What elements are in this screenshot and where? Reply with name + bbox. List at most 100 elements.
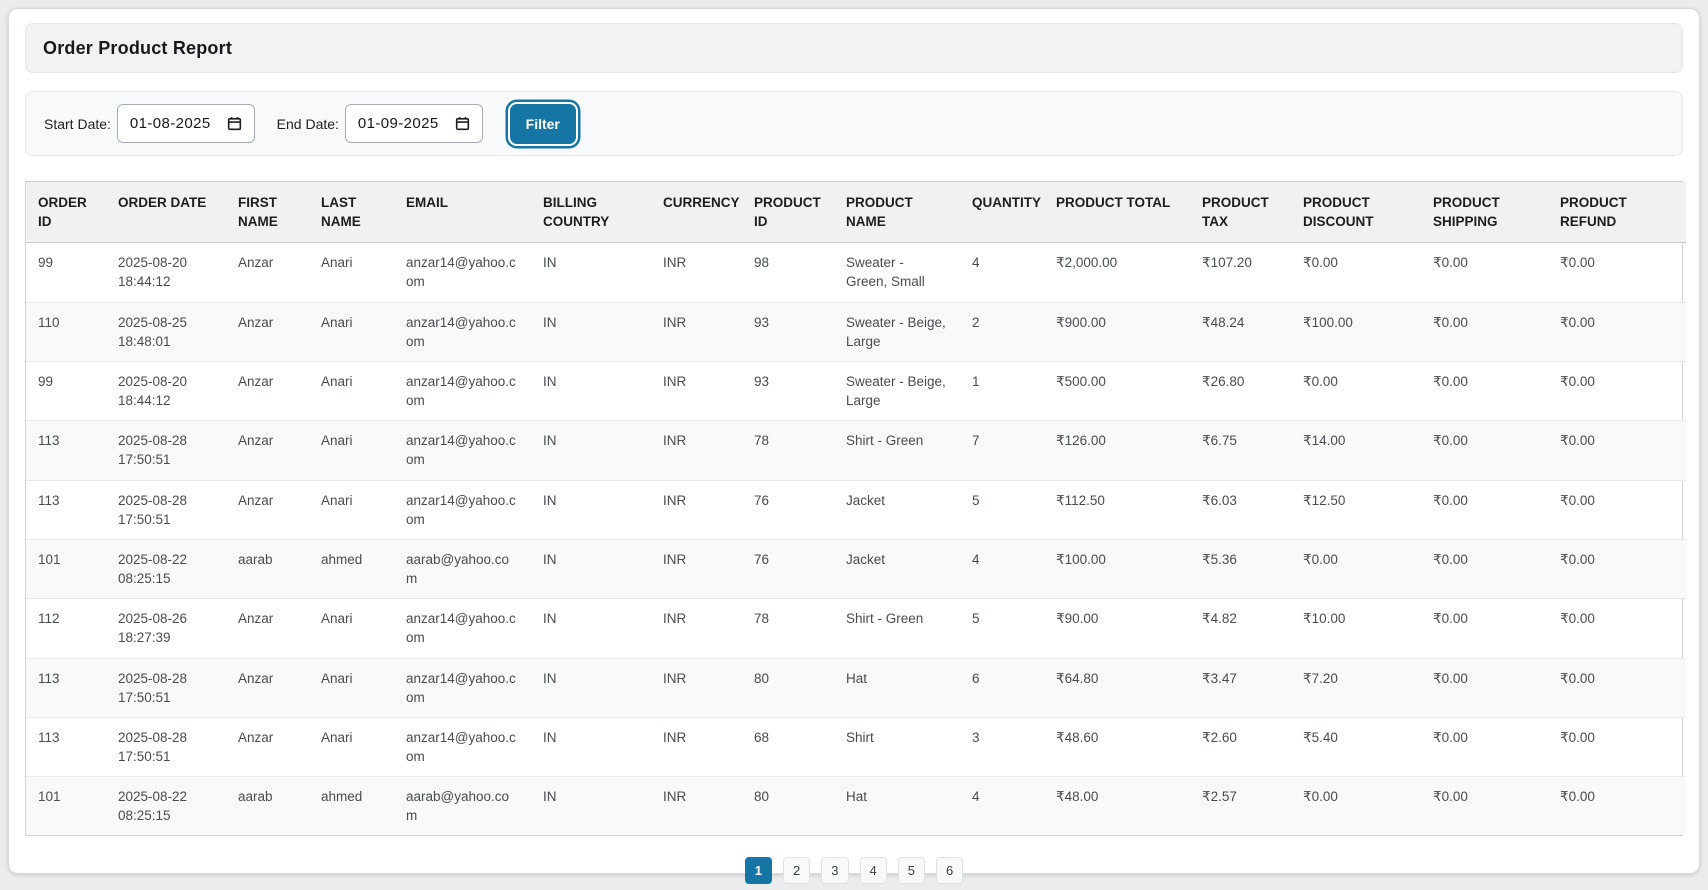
cell-product-total: ₹48.00 — [1056, 789, 1099, 805]
cell-product-total: ₹112.50 — [1044, 480, 1190, 540]
cell-order-date: 2025-08-20 18:44:12 — [106, 361, 226, 422]
table-row: 113 2025-08-28 17:50:51 Anzar Anari anzar14@… — [26, 480, 1686, 540]
cell-quantity: 4 — [960, 242, 1044, 303]
cell-product-total: ₹90.00 — [1044, 598, 1190, 659]
filter-button[interactable]: Filter — [509, 103, 576, 144]
cell-product-refund: ₹0.00 — [1548, 420, 1686, 481]
cell-billing-country: IN — [531, 242, 651, 303]
cell-last-name: ahmed — [309, 539, 394, 600]
column-header-email: EMAIL — [394, 182, 531, 244]
cell-product-discount: ₹14.00 — [1291, 420, 1421, 481]
cell-product-shipping: ₹0.00 — [1433, 789, 1468, 805]
cell-email: anzar14@yahoo.com — [394, 361, 531, 422]
cell-product-total: ₹48.60 — [1044, 717, 1190, 778]
end-date-label: End Date: — [276, 115, 339, 132]
table-row: 99 2025-08-20 18:44:12 Anzar Anari anzar14@y… — [26, 361, 1686, 422]
cell-product-tax: ₹6.03 — [1190, 480, 1291, 540]
column-header-product-id: PRODUCT ID — [742, 182, 834, 244]
cell-product-shipping: ₹0.00 — [1421, 361, 1548, 422]
cell-currency: INR — [651, 302, 742, 362]
page-button-2[interactable]: 2 — [783, 857, 811, 885]
cell-product-discount: ₹0.00 — [1291, 242, 1421, 303]
cell-email: anzar14@yahoo.com — [394, 658, 531, 718]
cell-product-total: ₹126.00 — [1044, 420, 1190, 481]
cell-email: anzar14@yahoo.com — [394, 420, 531, 481]
filter-bar: Start Date: 01-08-2025 End Date: 01-09-2… — [25, 91, 1683, 156]
cell-product-shipping: ₹0.00 — [1421, 302, 1548, 362]
cell-product-tax: ₹5.36 — [1190, 539, 1291, 600]
cell-email: aarab@yahoo.com — [394, 539, 531, 600]
column-header-billing-country: BILLING COUNTRY — [531, 182, 651, 244]
cell-product-name: Sweater - Beige, Large — [834, 361, 960, 422]
cell-email: anzar14@yahoo.com — [394, 242, 531, 303]
cell-quantity: 5 — [960, 480, 1044, 540]
cell-email: anzar14@yahoo.com — [394, 302, 531, 362]
cell-billing-country: IN — [531, 361, 651, 422]
cell-product-shipping: ₹0.00 — [1421, 480, 1548, 540]
calendar-icon[interactable] — [227, 116, 242, 131]
cell-email: aarab@yahoo.com — [406, 789, 510, 824]
page-button-6[interactable]: 6 — [935, 857, 964, 885]
cell-order-id: 101 — [26, 539, 106, 600]
end-date-input[interactable]: 01-09-2025 — [344, 104, 483, 143]
cell-product-name: Hat — [846, 789, 868, 805]
cell-product-tax: ₹26.80 — [1190, 361, 1291, 422]
cell-product-name: Sweater - Green, Small — [834, 242, 960, 303]
cell-first-name: Anzar — [226, 242, 309, 303]
table-row: 113 2025-08-28 17:50:51 Anzar Anari anzar14@… — [26, 717, 1686, 778]
cell-email: anzar14@yahoo.com — [394, 717, 531, 778]
table-header: ORDER ID ORDER DATE FIRST NAME LAST NAME EMA… — [26, 182, 1686, 244]
cell-product-tax: ₹2.60 — [1190, 717, 1291, 778]
cell-product-name: Hat — [834, 658, 960, 718]
cell-product-id: 93 — [742, 361, 834, 422]
cell-currency: INR — [651, 598, 742, 659]
cell-quantity: 4 — [972, 789, 980, 805]
cell-product-discount: ₹7.20 — [1291, 658, 1421, 718]
page-button-5[interactable]: 5 — [897, 857, 925, 885]
calendar-icon[interactable] — [455, 116, 470, 131]
cell-product-discount: ₹10.00 — [1291, 598, 1421, 659]
cell-product-tax: ₹4.82 — [1190, 598, 1291, 659]
table-body: 99 2025-08-20 18:44:12 Anzar Anari anzar14@y… — [26, 242, 1686, 836]
cell-product-tax: ₹48.24 — [1190, 302, 1291, 362]
cell-billing-country: IN — [531, 302, 651, 362]
table-row: 101 2025-08-22 08:25:15 aarab ahmed aarab@ya… — [26, 776, 1686, 836]
cell-currency: INR — [651, 480, 742, 540]
column-header-product-total: PRODUCT TOTAL — [1044, 182, 1190, 244]
cell-currency: INR — [651, 658, 742, 718]
cell-last-name: Anari — [309, 420, 394, 481]
cell-order-id: 113 — [26, 420, 106, 481]
cell-product-tax: ₹6.75 — [1190, 420, 1291, 481]
page-button-1[interactable]: 1 — [744, 857, 773, 885]
table-row: 113 2025-08-28 17:50:51 Anzar Anari anzar14@… — [26, 658, 1686, 718]
cell-order-date: 2025-08-28 17:50:51 — [106, 658, 226, 718]
end-date-value: 01-09-2025 — [357, 115, 439, 132]
cell-billing-country: IN — [543, 789, 557, 805]
cell-last-name: Anari — [309, 242, 394, 303]
page-title: Order Product Report — [43, 37, 233, 58]
cell-product-shipping: ₹0.00 — [1421, 539, 1548, 600]
cell-product-id: 80 — [742, 658, 834, 718]
column-header-first-name: FIRST NAME — [226, 182, 309, 244]
cell-quantity: 7 — [960, 420, 1044, 481]
cell-order-date: 2025-08-28 17:50:51 — [106, 717, 226, 778]
cell-first-name: Anzar — [226, 658, 309, 718]
column-header-quantity: QUANTITY — [960, 182, 1044, 244]
cell-quantity: 6 — [960, 658, 1044, 718]
column-header-product-name: PRODUCT NAME — [834, 182, 960, 244]
start-date-input[interactable]: 01-08-2025 — [116, 104, 255, 143]
cell-last-name: ahmed — [321, 789, 363, 805]
cell-email: anzar14@yahoo.com — [394, 598, 531, 659]
page-button-4[interactable]: 4 — [859, 857, 887, 885]
page-button-3[interactable]: 3 — [821, 857, 849, 885]
table-row: 113 2025-08-28 17:50:51 Anzar Anari anzar14@… — [26, 420, 1686, 481]
column-header-product-refund: PRODUCT REFUND — [1548, 182, 1686, 244]
table-row: 101 2025-08-22 08:25:15 aarab ahmed aarab@ya… — [26, 539, 1686, 600]
cell-last-name: Anari — [309, 361, 394, 422]
cell-order-date: 2025-08-22 08:25:15 — [106, 539, 226, 600]
cell-product-name: Shirt - Green — [834, 598, 960, 659]
report-table-container: ORDER ID ORDER DATE FIRST NAME LAST NAME EMA… — [25, 181, 1686, 837]
cell-order-id: 113 — [26, 658, 106, 718]
cell-order-id: 99 — [26, 361, 106, 422]
